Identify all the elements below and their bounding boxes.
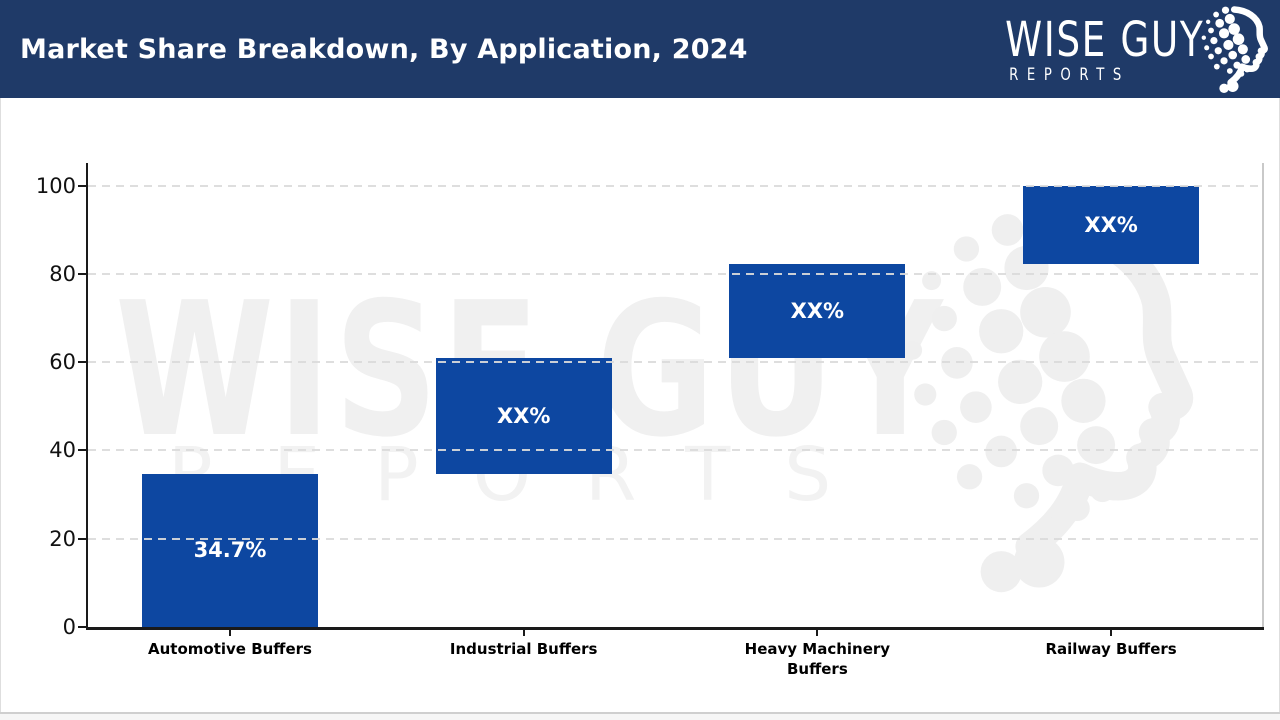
x-axis-line xyxy=(86,627,1264,630)
footer-strip xyxy=(0,714,1280,720)
gridline-80 xyxy=(88,272,1262,275)
bar-industrial-buffers: XX% xyxy=(435,357,612,474)
logo-wordmark-line1: WISE GUY xyxy=(1004,11,1204,68)
y-axis-tick xyxy=(78,184,87,187)
bar-value-label: 34.7% xyxy=(193,538,267,563)
y-axis-tick-label: 0 xyxy=(62,615,76,639)
bar-value-label: XX% xyxy=(1084,212,1138,237)
x-axis-category-label: Industrial Buffers xyxy=(449,640,598,658)
header-bar: Market Share Breakdown, By Application, … xyxy=(0,0,1280,98)
y-axis-tick xyxy=(78,537,87,540)
y-axis-tick-label: 40 xyxy=(49,438,76,463)
y-axis-tick-label: 20 xyxy=(49,526,76,551)
y-axis-tick xyxy=(78,361,87,364)
bar-automotive-buffers: 34.7% xyxy=(142,473,318,627)
gridline-40 xyxy=(88,449,1262,452)
y-axis-tick xyxy=(78,626,87,628)
logo-wordmark: WISE GUY REPORTS xyxy=(1004,11,1204,86)
y-axis-tick xyxy=(78,449,87,452)
x-axis-category-label: Heavy Machinery Buffers xyxy=(744,640,891,678)
gridline-100 xyxy=(88,184,1262,187)
x-axis-tick xyxy=(1110,629,1113,636)
y-axis-line xyxy=(86,163,88,629)
footer-divider xyxy=(0,712,1280,714)
gridline-60 xyxy=(88,361,1262,364)
y-axis-tick-label: 60 xyxy=(49,350,76,375)
brand-logo: WISE GUY REPORTS xyxy=(949,2,1272,98)
gridline-20 xyxy=(88,537,1262,540)
bar-railway-buffers: XX% xyxy=(1023,185,1200,264)
bar-value-label: XX% xyxy=(496,403,551,428)
left-border xyxy=(0,98,1,720)
bar-value-label: XX% xyxy=(790,298,845,323)
y-axis-tick-label: 80 xyxy=(49,261,76,286)
bar-heavy-machinery-buffers: XX% xyxy=(729,263,906,358)
x-axis-tick xyxy=(816,629,819,636)
plot-area: 0 20 40 60 80 100 34.7% Automotive Buffers XX% In… xyxy=(0,98,1280,720)
logo-wordmark-line2: REPORTS xyxy=(1008,65,1130,86)
x-axis-category-label: Railway Buffers xyxy=(1045,640,1177,658)
plot-right-border xyxy=(1262,163,1264,627)
x-axis-tick xyxy=(522,629,525,636)
chart-title: Market Share Breakdown, By Application, … xyxy=(20,33,748,65)
y-axis-tick-label: 100 xyxy=(35,173,76,198)
y-axis-tick xyxy=(78,272,87,275)
x-axis-category-label: Automotive Buffers xyxy=(148,640,312,658)
x-axis-tick xyxy=(229,629,231,636)
